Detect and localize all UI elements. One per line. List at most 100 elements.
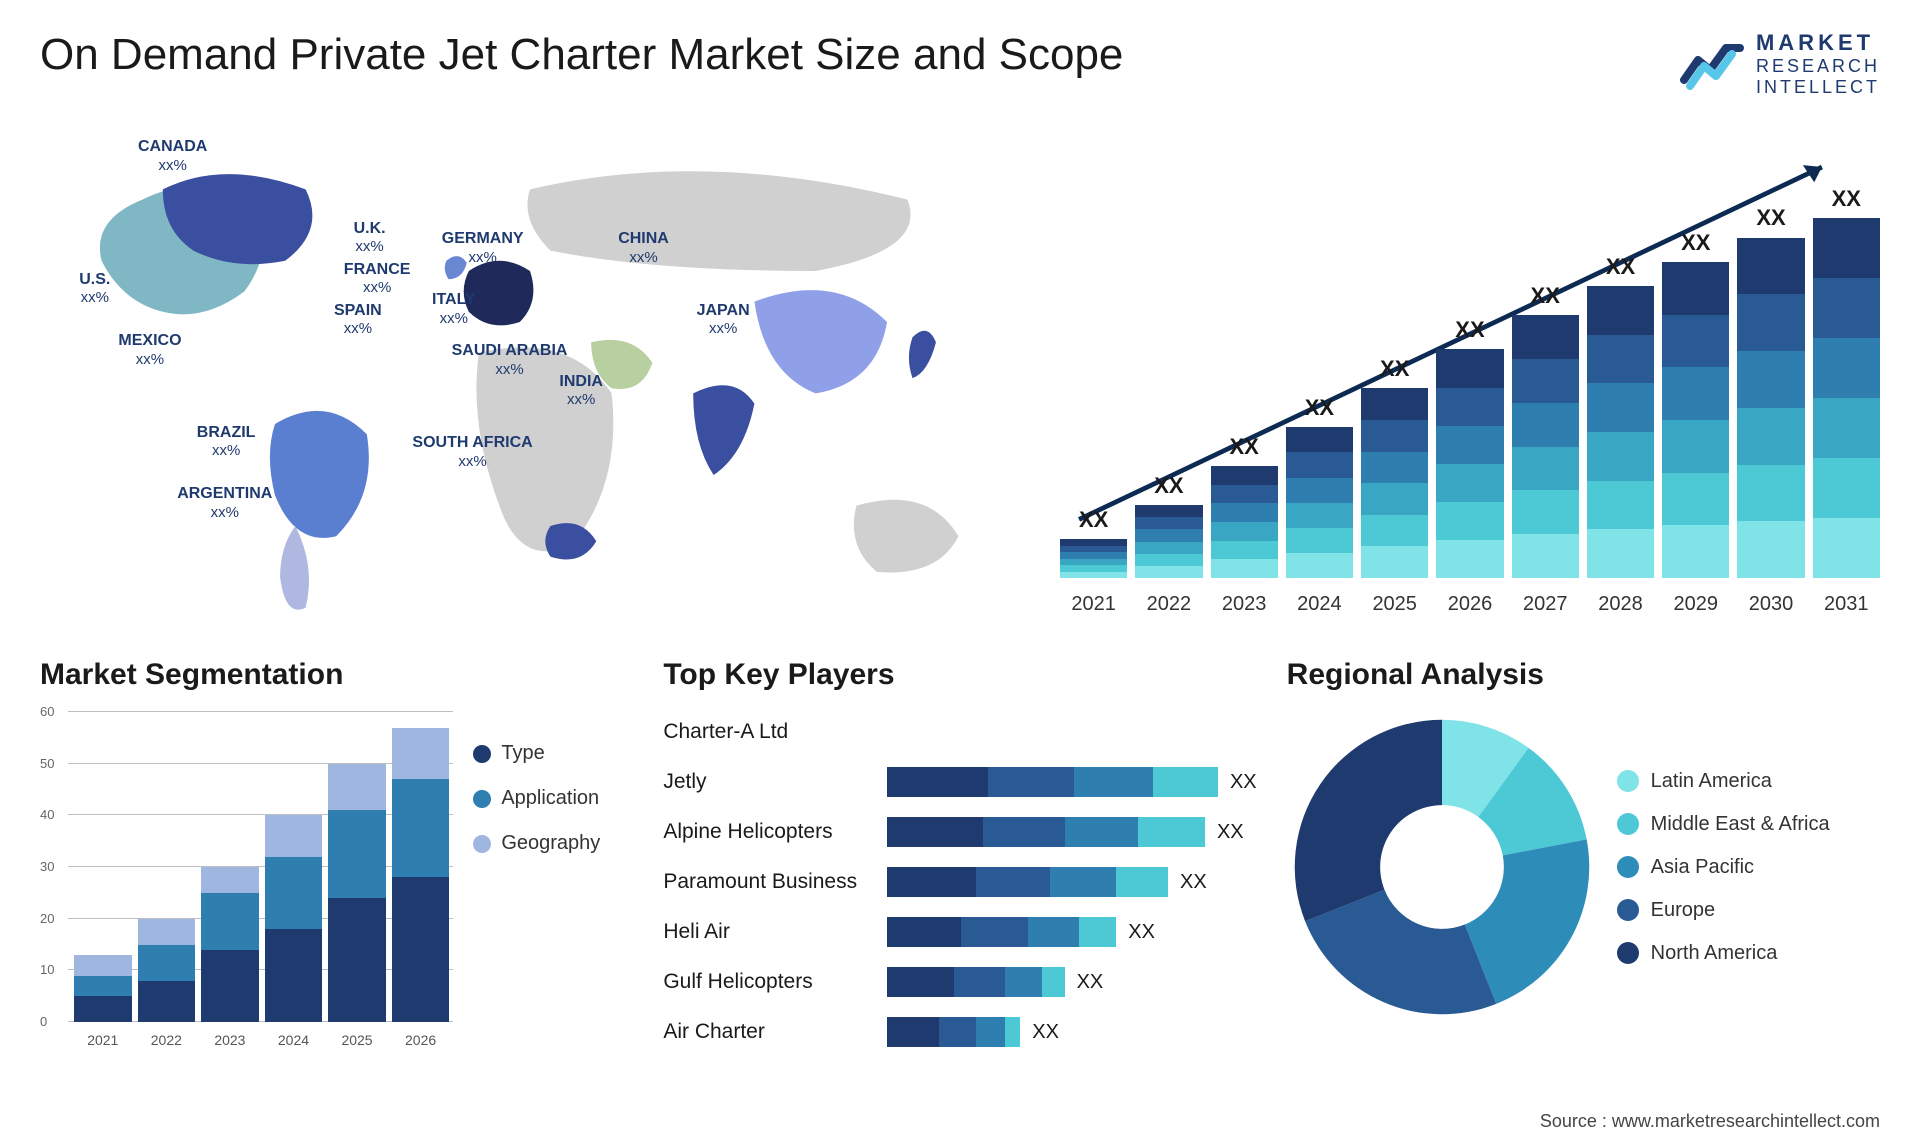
kp-segment bbox=[983, 817, 1064, 847]
donut-slice-north-america bbox=[1294, 720, 1441, 921]
growth-bar-value: XX bbox=[1455, 317, 1484, 343]
growth-bar-segment bbox=[1813, 518, 1880, 578]
kp-segment bbox=[939, 1017, 976, 1047]
seg-segment-geography bbox=[328, 764, 386, 810]
growth-bar-segment bbox=[1211, 466, 1278, 485]
seg-bar-2025 bbox=[328, 764, 386, 1022]
growth-bar-2027: XX bbox=[1512, 283, 1579, 578]
growth-xlabel: 2027 bbox=[1512, 593, 1579, 616]
growth-xlabel: 2031 bbox=[1813, 593, 1880, 616]
map-label-saudi-arabia: SAUDI ARABIAxx% bbox=[452, 342, 568, 378]
growth-bar-segment bbox=[1737, 408, 1804, 465]
seg-xlabel: 2024 bbox=[265, 1032, 323, 1048]
key-players-panel: Top Key Players Charter-A LtdJetlyXXAlpi… bbox=[663, 658, 1256, 1126]
ra-legend-swatch bbox=[1617, 942, 1639, 964]
kp-name: Air Charter bbox=[663, 1020, 873, 1044]
brand-logo: MARKET RESEARCH INTELLECT bbox=[1680, 30, 1880, 98]
growth-bar-segment bbox=[1587, 432, 1654, 481]
growth-bar-value: XX bbox=[1305, 395, 1334, 421]
growth-bar-segment bbox=[1813, 278, 1880, 338]
map-label-mexico: MEXICOxx% bbox=[118, 332, 181, 368]
kp-row: Heli AirXX bbox=[663, 912, 1256, 952]
seg-bar-2024 bbox=[265, 815, 323, 1022]
kp-row: Charter-A Ltd bbox=[663, 712, 1256, 752]
kp-value: XX bbox=[1032, 1021, 1059, 1044]
seg-xlabel: 2025 bbox=[328, 1032, 386, 1048]
growth-bar-2025: XX bbox=[1361, 356, 1428, 578]
kp-segment bbox=[988, 767, 1074, 797]
map-label-france: FRANCExx% bbox=[344, 261, 411, 297]
ra-legend-item: Europe bbox=[1617, 899, 1830, 922]
seg-segment-application bbox=[392, 779, 450, 877]
map-label-china: CHINAxx% bbox=[618, 230, 669, 266]
brand-line-3: INTELLECT bbox=[1756, 77, 1880, 98]
growth-bar-segment bbox=[1286, 478, 1353, 503]
growth-bar-segment bbox=[1211, 503, 1278, 522]
growth-bar-value: XX bbox=[1079, 507, 1108, 533]
seg-segment-type bbox=[201, 950, 259, 1022]
growth-bar-segment bbox=[1135, 505, 1202, 517]
growth-xlabel: 2024 bbox=[1286, 593, 1353, 616]
kp-value: XX bbox=[1217, 821, 1244, 844]
seg-segment-application bbox=[328, 810, 386, 898]
kp-segment bbox=[887, 1017, 939, 1047]
growth-bar-segment bbox=[1512, 359, 1579, 403]
kp-value: XX bbox=[1230, 771, 1257, 794]
kp-segment bbox=[961, 917, 1027, 947]
kp-segment bbox=[887, 817, 983, 847]
growth-bar-segment bbox=[1286, 503, 1353, 528]
growth-bar-2024: XX bbox=[1286, 395, 1353, 578]
map-region-aus bbox=[854, 500, 959, 573]
ra-legend-item: North America bbox=[1617, 942, 1830, 965]
brand-line-1: MARKET bbox=[1756, 30, 1880, 56]
seg-segment-geography bbox=[138, 919, 196, 945]
map-region-russia bbox=[527, 171, 910, 271]
growth-bar-segment bbox=[1662, 262, 1729, 315]
kp-row: Paramount BusinessXX bbox=[663, 862, 1256, 902]
seg-bar-2023 bbox=[201, 867, 259, 1022]
ra-legend-item: Latin America bbox=[1617, 770, 1830, 793]
growth-bar-segment bbox=[1361, 546, 1428, 578]
growth-bar-value: XX bbox=[1229, 434, 1258, 460]
growth-bar-2031: XX bbox=[1813, 186, 1880, 578]
ra-legend-item: Middle East & Africa bbox=[1617, 813, 1830, 836]
map-region-s-africa bbox=[545, 523, 596, 559]
kp-segment bbox=[1042, 967, 1064, 997]
map-label-south-africa: SOUTH AFRICAxx% bbox=[412, 434, 532, 470]
kp-segment bbox=[1028, 917, 1080, 947]
growth-xlabel: 2021 bbox=[1060, 593, 1127, 616]
growth-bar-segment bbox=[1211, 522, 1278, 541]
ra-legend-label: North America bbox=[1651, 942, 1778, 965]
growth-bar-segment bbox=[1286, 452, 1353, 477]
ra-legend-swatch bbox=[1617, 770, 1639, 792]
kp-segment bbox=[1138, 817, 1204, 847]
map-region-brazil bbox=[270, 411, 369, 538]
seg-xlabel: 2022 bbox=[138, 1032, 196, 1048]
ra-legend-label: Asia Pacific bbox=[1651, 856, 1754, 879]
kp-value: XX bbox=[1180, 871, 1207, 894]
seg-segment-geography bbox=[74, 955, 132, 976]
seg-xlabel: 2021 bbox=[74, 1032, 132, 1048]
growth-bar-segment bbox=[1135, 542, 1202, 554]
growth-bar-segment bbox=[1436, 464, 1503, 502]
kp-name: Alpine Helicopters bbox=[663, 820, 873, 844]
ra-legend-label: Europe bbox=[1651, 899, 1716, 922]
kp-segment bbox=[1079, 917, 1116, 947]
growth-bar-segment bbox=[1587, 335, 1654, 384]
growth-bar-2023: XX bbox=[1211, 434, 1278, 578]
kp-segment bbox=[976, 867, 1050, 897]
map-region-japan bbox=[909, 331, 936, 378]
growth-bar-segment bbox=[1737, 351, 1804, 408]
kp-row: Jetly XX bbox=[663, 762, 1256, 802]
page-title: On Demand Private Jet Charter Market Siz… bbox=[40, 30, 1123, 80]
kp-name: Jetly bbox=[663, 770, 873, 794]
growth-bar-value: XX bbox=[1380, 356, 1409, 382]
kp-segment bbox=[954, 967, 1006, 997]
seg-legend-swatch bbox=[473, 790, 491, 808]
ra-legend-swatch bbox=[1617, 899, 1639, 921]
growth-bar-segment bbox=[1512, 403, 1579, 447]
world-map: CANADAxx%U.S.xx%MEXICOxx%BRAZILxx%ARGENT… bbox=[40, 118, 1020, 628]
growth-bar-segment bbox=[1286, 528, 1353, 553]
ra-legend-item: Asia Pacific bbox=[1617, 856, 1830, 879]
kp-segment bbox=[976, 1017, 1006, 1047]
